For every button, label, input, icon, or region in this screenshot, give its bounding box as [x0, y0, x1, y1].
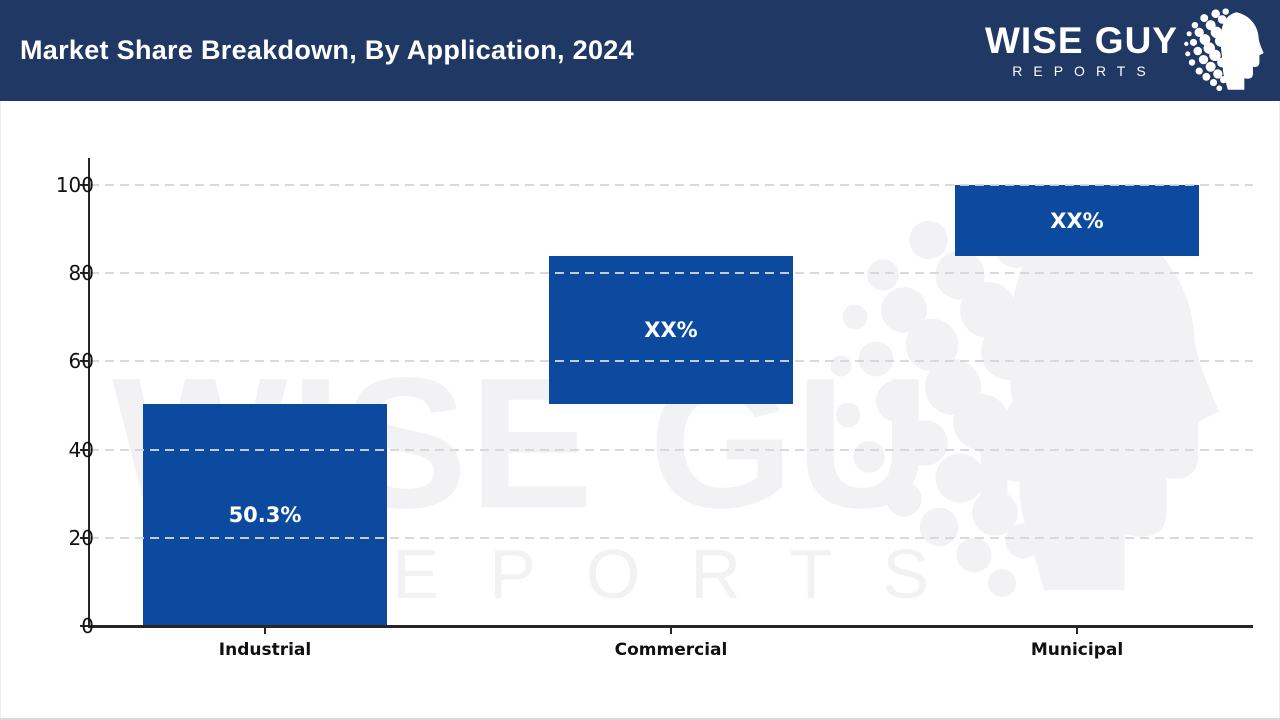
bar-label-industrial: 50.3% [228, 503, 302, 528]
bar-label-commercial: XX% [644, 318, 698, 343]
y-tick-mark-40 [80, 448, 88, 451]
y-tick-label-0: 0 [81, 614, 94, 638]
y-tick-mark-60 [80, 360, 88, 363]
x-tick-mark-industrial [264, 628, 266, 634]
y-axis-spine [88, 158, 90, 627]
bar-label-municipal: XX% [1050, 208, 1104, 233]
x-tick-mark-commercial [670, 628, 672, 634]
bar-commercial [549, 256, 793, 405]
bar-municipal [955, 185, 1199, 256]
x-axis-spine [88, 625, 1253, 628]
y-tick-mark-20 [80, 536, 88, 539]
x-tick-mark-municipal [1076, 628, 1078, 634]
x-tick-label-industrial: Industrial [218, 640, 312, 660]
logo-wordmark: WISE GUY [984, 20, 1178, 61]
y-tick-label-60: 60 [68, 349, 94, 374]
bar-industrial [143, 404, 387, 626]
y-tick-mark-80 [80, 272, 88, 275]
gridline-20 [90, 536, 1253, 539]
y-tick-mark-0 [80, 625, 88, 627]
gridline-60 [90, 360, 1253, 363]
y-tick-label-20: 20 [68, 525, 94, 550]
header-bar: Market Share Breakdown, By Application, … [0, 0, 1280, 101]
y-tick-mark-100 [80, 184, 88, 186]
logo-face-icon [1184, 7, 1264, 91]
gridline-100 [90, 184, 1253, 186]
gridline-80 [90, 272, 1253, 275]
gridline-40 [90, 448, 1253, 451]
y-tick-label-80: 80 [68, 261, 94, 286]
x-tick-label-municipal: Municipal [1030, 640, 1124, 660]
watermark-text-line2: REPORTS [292, 535, 980, 613]
x-tick-label-commercial: Commercial [614, 640, 728, 660]
logo-text: WISE GUY REPORTS [985, 22, 1178, 79]
y-tick-label-40: 40 [68, 437, 94, 462]
logo-subtitle: REPORTS [1012, 63, 1157, 79]
chart-title: Market Share Breakdown, By Application, … [20, 35, 634, 65]
y-tick-label-100: 100 [55, 173, 94, 197]
wise-guy-reports-logo: WISE GUY REPORTS [985, 7, 1280, 95]
